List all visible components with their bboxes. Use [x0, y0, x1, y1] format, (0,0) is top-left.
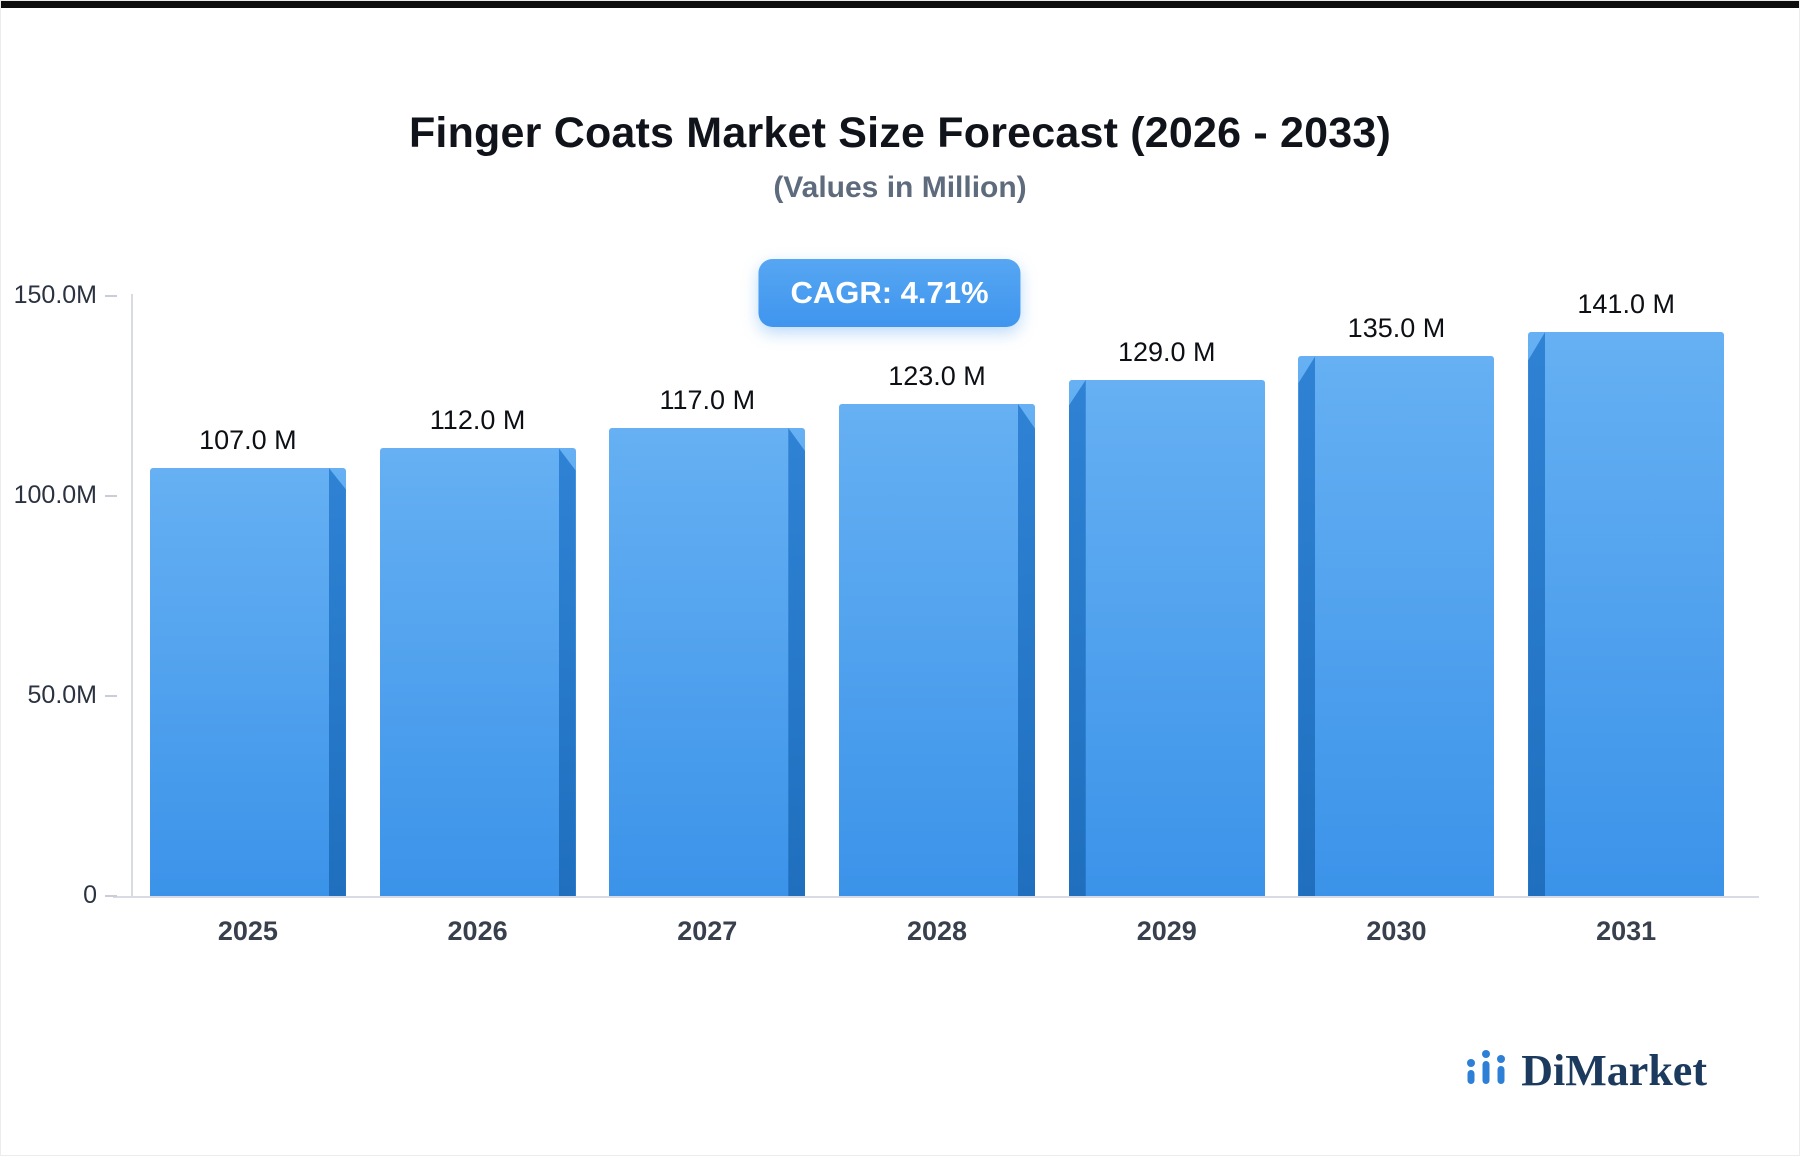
x-axis-label: 2027 — [677, 916, 738, 946]
y-tick-mark — [105, 895, 117, 897]
y-tick-mark — [105, 695, 117, 697]
y-tick-label: 150.0M — [13, 281, 97, 309]
bar-value-label: 112.0 M — [429, 405, 526, 435]
bar-slot: 107.0 M 2025 — [133, 296, 363, 946]
bar-value-label: 141.0 M — [1577, 289, 1675, 319]
bar-face — [609, 428, 806, 896]
brand-logo: DiMarket — [1463, 1042, 1707, 1093]
bar-side-shade — [1068, 380, 1086, 896]
bar-value-label: 117.0 M — [659, 385, 756, 415]
bar-slot: 135.0 M 2030 — [1282, 296, 1512, 946]
y-axis-line — [131, 294, 133, 898]
bar-2026 — [379, 448, 576, 896]
bar-2025 — [149, 468, 346, 896]
y-tick-label: 100.0M — [13, 481, 97, 509]
bar-value-label: 107.0 M — [199, 425, 297, 455]
bar-face — [1068, 380, 1265, 896]
x-axis-label: 2025 — [217, 916, 278, 946]
bar-face — [1528, 332, 1725, 896]
bar-face — [379, 448, 576, 896]
bar-slot: 112.0 M 2026 — [363, 296, 593, 946]
bar-side-shade — [788, 428, 806, 896]
top-border-strip — [1, 1, 1799, 8]
bar-face — [149, 468, 346, 896]
bar-2031 — [1528, 332, 1725, 896]
x-axis-label: 2030 — [1366, 916, 1427, 946]
bar-slot: 129.0 M 2029 — [1052, 296, 1282, 946]
plot-area: 107.0 M 2025 112.0 M 2026 117.0 M 2027 123.0 M… — [133, 289, 1741, 946]
bar-side-shade — [558, 448, 576, 896]
bar-value-label: 123.0 M — [888, 361, 986, 391]
x-axis-label: 2029 — [1136, 916, 1197, 946]
x-axis-label: 2028 — [906, 916, 968, 946]
bar-slot: 141.0 M 2031 — [1511, 289, 1741, 946]
bar-face — [839, 404, 1036, 896]
bar-slot: 123.0 M 2028 — [822, 296, 1052, 946]
x-axis-label: 2026 — [447, 916, 508, 946]
bar-2029 — [1068, 380, 1265, 896]
bar-side-shade — [328, 468, 346, 896]
bar-side-shade — [1528, 332, 1546, 896]
y-tick-mark — [105, 295, 117, 297]
chart-title: Finger Coats Market Size Forecast (2026 … — [408, 109, 1392, 157]
bar-value-label: 135.0 M — [1347, 313, 1446, 343]
bar-slot: 117.0 M 2027 — [592, 296, 822, 946]
bar-2027 — [609, 428, 806, 896]
x-axis-line — [113, 896, 1759, 898]
bar-2028 — [839, 404, 1036, 896]
cagr-badge: CAGR: 4.71% — [758, 259, 1021, 327]
bar-value-label: 129.0 M — [1117, 337, 1216, 367]
y-tick-label: 0 — [83, 881, 97, 909]
bar-side-shade — [1298, 356, 1316, 896]
bar-chart-icon — [1463, 1042, 1509, 1093]
bar-face — [1298, 356, 1495, 896]
brand-logo-text: DiMarket — [1521, 1046, 1707, 1095]
chart-subtitle: (Values in Million) — [773, 171, 1027, 204]
bar-2030 — [1298, 356, 1495, 896]
y-tick-label: 50.0M — [27, 681, 97, 709]
y-tick-mark — [105, 495, 117, 497]
x-axis-label: 2031 — [1596, 916, 1657, 946]
bar-side-shade — [1018, 404, 1036, 896]
